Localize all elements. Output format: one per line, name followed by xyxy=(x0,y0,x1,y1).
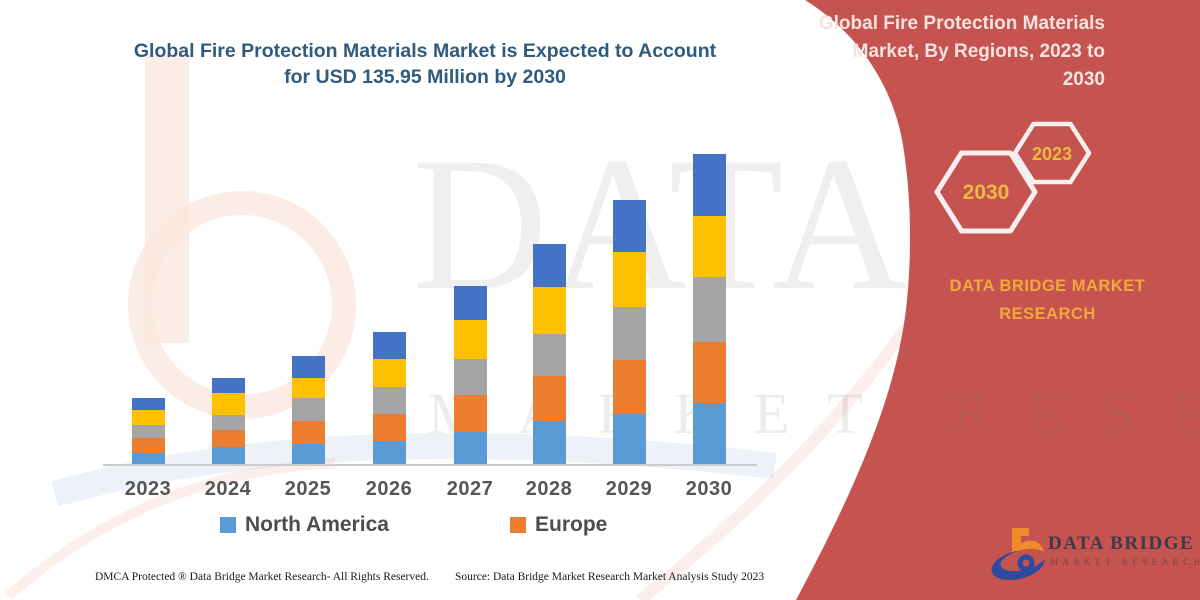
x-axis-label-2024: 2024 xyxy=(204,478,252,500)
x-axis-label-2025: 2025 xyxy=(284,478,332,500)
bar-segment-#ffc000 xyxy=(131,409,165,425)
chart-title: Global Fire Protection Materials Market … xyxy=(100,38,750,90)
bar-segment-#4472c4 xyxy=(131,397,165,410)
bar-segment-Europe xyxy=(692,341,726,403)
hexagon-2023-badge xyxy=(1012,121,1092,185)
bar-segment-North America xyxy=(131,453,165,465)
x-axis-label-2029: 2029 xyxy=(605,478,653,500)
bar-segment-Europe xyxy=(372,413,406,441)
bar-segment-Europe xyxy=(612,359,646,414)
bar-2029 xyxy=(612,200,646,465)
bar-2028 xyxy=(532,243,566,465)
bar-segment-#ffc000 xyxy=(372,359,406,387)
hexagon-2030-label: 2030 xyxy=(963,181,1010,204)
bar-2025 xyxy=(291,355,325,465)
bar-segment-North America xyxy=(211,446,245,465)
bar-segment-#4472c4 xyxy=(692,153,726,216)
chart-title-line2: for USD 135.95 Million by 2030 xyxy=(284,66,566,88)
logo-d-bowl xyxy=(1017,554,1035,572)
bar-segment-#a5a5a5 xyxy=(453,359,487,395)
bar-segment-Europe xyxy=(532,375,566,422)
bar-segment-#4472c4 xyxy=(372,332,406,360)
banner-brand-text: DATA BRIDGE MARKET RESEARCH xyxy=(935,272,1160,328)
legend-swatch-north-america xyxy=(220,517,236,533)
bar-segment-#a5a5a5 xyxy=(291,397,325,421)
bar-segment-North America xyxy=(291,443,325,465)
watermark-swoosh-pink xyxy=(636,316,917,600)
bar-segment-North America xyxy=(532,421,566,465)
bar-segment-Europe xyxy=(453,394,487,433)
bar-segment-#ffc000 xyxy=(453,319,487,360)
bar-segment-#ffc000 xyxy=(692,215,726,277)
bar-segment-Europe xyxy=(211,429,245,447)
bar-segment-North America xyxy=(692,402,726,465)
bar-segment-#ffc000 xyxy=(612,251,646,307)
bar-segment-#a5a5a5 xyxy=(131,424,165,438)
banner-brand-line2: RESEARCH xyxy=(999,305,1096,323)
banner-brand-line1: DATA BRIDGE MARKET xyxy=(949,277,1146,295)
bar-segment-#a5a5a5 xyxy=(612,306,646,360)
bar-segment-#a5a5a5 xyxy=(211,414,245,430)
logo-subtext: MARKET RESEARCH xyxy=(1050,557,1200,567)
banner-title-line1: Global Fire Protection Materials xyxy=(818,13,1105,34)
bar-segment-#ffc000 xyxy=(532,286,566,334)
bar-segment-Europe xyxy=(291,420,325,444)
bar-segment-North America xyxy=(612,413,646,465)
banner-title-line2: Market, By Regions, 2023 to xyxy=(852,41,1105,62)
bar-2026 xyxy=(372,332,406,465)
chart-title-line1: Global Fire Protection Materials Market … xyxy=(133,40,717,62)
watermark-swoosh-peach xyxy=(4,458,336,600)
bar-segment-#4472c4 xyxy=(453,285,487,320)
x-axis-line xyxy=(103,464,757,466)
hexagon-2030-badge xyxy=(934,150,1038,234)
bar-2027 xyxy=(453,285,487,465)
x-axis-label-2027: 2027 xyxy=(446,478,494,500)
legend-item-north-america: North America xyxy=(220,513,389,537)
data-bridge-logo: DATA BRIDGE MARKET RESEARCH xyxy=(982,522,1200,592)
bar-segment-#4472c4 xyxy=(211,377,245,393)
legend-item-europe: Europe xyxy=(510,513,607,537)
bar-segment-#ffc000 xyxy=(291,377,325,398)
legend-label-europe: Europe xyxy=(535,513,608,536)
legend-label-north-america: North America xyxy=(245,513,389,536)
x-axis-label-2028: 2028 xyxy=(525,478,573,500)
bar-segment-#4472c4 xyxy=(612,200,646,252)
bar-segment-#a5a5a5 xyxy=(532,333,566,376)
bar-segment-#a5a5a5 xyxy=(692,276,726,342)
bar-segment-North America xyxy=(372,440,406,465)
data-bridge-logo-icon xyxy=(991,528,1046,581)
x-axis-label-2023: 2023 xyxy=(124,478,172,500)
bar-segment-North America xyxy=(453,432,487,465)
bar-2030 xyxy=(692,153,726,465)
bar-2023 xyxy=(131,397,165,465)
hexagon-2023-label: 2023 xyxy=(1032,144,1072,164)
red-banner-shape xyxy=(796,0,1200,600)
bar-segment-#4472c4 xyxy=(532,243,566,287)
x-axis-label-2026: 2026 xyxy=(365,478,413,500)
banner-title: Global Fire Protection Materials Market,… xyxy=(800,10,1105,94)
banner-title-line3: 2030 xyxy=(1062,69,1105,90)
logo-name-text: DATA BRIDGE xyxy=(1048,533,1195,554)
footer-copyright: DMCA Protected ® Data Bridge Market Rese… xyxy=(95,571,429,583)
bar-segment-#a5a5a5 xyxy=(372,386,406,414)
bar-segment-#ffc000 xyxy=(211,392,245,415)
footer-source: Source: Data Bridge Market Research Mark… xyxy=(455,571,765,583)
x-axis-label-2030: 2030 xyxy=(685,478,733,500)
bar-2024 xyxy=(211,377,245,465)
legend-swatch-europe xyxy=(510,517,526,533)
bar-segment-#4472c4 xyxy=(291,355,325,378)
bar-segment-Europe xyxy=(131,437,165,454)
